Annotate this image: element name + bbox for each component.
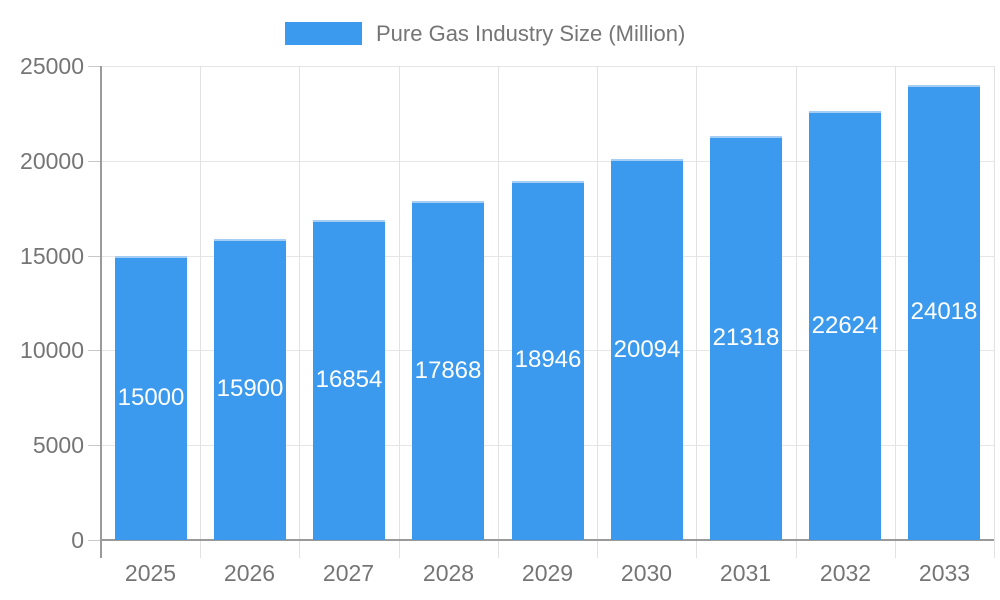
bar-2029[interactable] bbox=[512, 181, 584, 540]
x-axis-tick-label: 2025 bbox=[124, 560, 177, 586]
x-axis-tick-label: 2029 bbox=[521, 560, 574, 586]
x-axis-tick-label: 2033 bbox=[918, 560, 971, 586]
x-axis-tick-label: 2030 bbox=[620, 560, 673, 586]
y-axis-tick bbox=[88, 445, 101, 446]
bar-2028[interactable] bbox=[412, 201, 484, 540]
legend-item[interactable]: Pure Gas Industry Size (Million) bbox=[285, 22, 685, 45]
y-axis-tick-label: 25000 bbox=[20, 53, 84, 79]
bar-2031[interactable] bbox=[710, 136, 782, 540]
gridline-vertical bbox=[895, 66, 896, 558]
x-axis-tick-label: 2027 bbox=[322, 560, 375, 586]
bar-2030[interactable] bbox=[611, 159, 683, 540]
gridline-horizontal bbox=[101, 66, 994, 67]
legend-swatch bbox=[285, 22, 362, 45]
legend-label: Pure Gas Industry Size (Million) bbox=[376, 21, 686, 46]
gridline-vertical bbox=[299, 66, 300, 558]
y-axis-tick bbox=[88, 540, 101, 541]
gridline-vertical bbox=[994, 66, 995, 558]
y-axis-tick-label: 15000 bbox=[20, 243, 84, 269]
bar-2033[interactable] bbox=[908, 85, 980, 540]
y-axis-tick-label: 10000 bbox=[20, 337, 84, 363]
x-axis-tick-label: 2026 bbox=[223, 560, 276, 586]
y-axis-tick bbox=[88, 66, 101, 67]
y-axis-tick bbox=[88, 161, 101, 162]
gridline-vertical bbox=[200, 66, 201, 558]
gridline-vertical bbox=[399, 66, 400, 558]
gridline-vertical bbox=[696, 66, 697, 558]
gridline-vertical bbox=[796, 66, 797, 558]
bar-2032[interactable] bbox=[809, 111, 881, 540]
gridline-vertical bbox=[597, 66, 598, 558]
x-axis-tick-label: 2028 bbox=[422, 560, 475, 586]
gridline-horizontal bbox=[101, 161, 994, 162]
y-axis-tick bbox=[88, 350, 101, 351]
y-axis-tick bbox=[88, 256, 101, 257]
gridline-vertical bbox=[498, 66, 499, 558]
y-axis-tick-label: 0 bbox=[71, 527, 84, 553]
bar-2025[interactable] bbox=[115, 256, 187, 540]
y-axis-tick-label: 5000 bbox=[32, 432, 84, 458]
bar-2026[interactable] bbox=[214, 239, 286, 540]
y-axis-line bbox=[100, 66, 102, 558]
y-axis-tick-label: 20000 bbox=[20, 148, 84, 174]
bar-2027[interactable] bbox=[313, 220, 385, 540]
x-axis-tick-label: 2031 bbox=[719, 560, 772, 586]
x-axis-tick-label: 2032 bbox=[819, 560, 872, 586]
x-axis-line bbox=[100, 539, 994, 541]
